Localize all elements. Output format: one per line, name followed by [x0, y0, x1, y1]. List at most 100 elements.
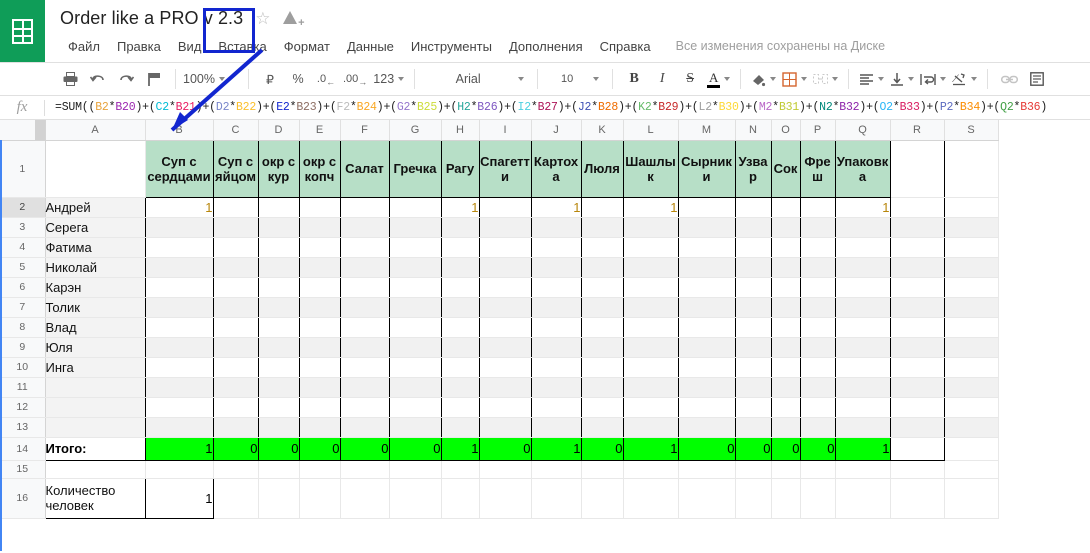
order-cell-E2[interactable] [298, 197, 341, 218]
order-cell-I7[interactable] [478, 297, 532, 318]
sheets-logo-icon[interactable] [0, 0, 45, 62]
order-cell-H5[interactable] [440, 257, 480, 278]
order-cell-H2[interactable]: 1 [440, 197, 480, 218]
total-cell-D14[interactable]: 0 [257, 436, 300, 461]
order-cell-H6[interactable] [440, 277, 480, 298]
increase-decimal-button[interactable]: .00 → [343, 73, 368, 87]
order-cell-P13[interactable] [799, 417, 836, 438]
menu-insert[interactable]: Вставка [218, 38, 267, 54]
cell-A12[interactable] [45, 397, 146, 418]
person-name-4[interactable]: Фатима [45, 237, 146, 258]
cell-R7[interactable] [889, 297, 945, 318]
total-cell-G14[interactable]: 0 [388, 436, 442, 461]
order-cell-C4[interactable] [212, 237, 259, 258]
order-cell-J5[interactable] [530, 257, 582, 278]
order-cell-D4[interactable] [257, 237, 300, 258]
person-name-8[interactable]: Влад [45, 317, 146, 338]
row-header-6[interactable]: 6 [0, 277, 46, 298]
column-header-F[interactable]: F [340, 120, 390, 141]
cell-S16[interactable] [944, 478, 999, 519]
order-cell-M5[interactable] [677, 257, 736, 278]
cell-J15[interactable] [531, 460, 582, 479]
cell-S6[interactable] [944, 277, 999, 298]
order-cell-K13[interactable] [580, 417, 624, 438]
column-header-K[interactable]: K [581, 120, 624, 141]
font-family-selector[interactable]: Arial [422, 67, 514, 91]
text-color-button[interactable]: A [707, 67, 731, 91]
row-header-4[interactable]: 4 [0, 237, 46, 258]
total-cell-Q14[interactable]: 1 [834, 436, 891, 461]
order-cell-D8[interactable] [257, 317, 300, 338]
order-cell-L7[interactable] [622, 297, 679, 318]
order-cell-B3[interactable] [144, 217, 214, 238]
currency-format-button[interactable]: ₽ [259, 67, 281, 91]
row-header-5[interactable]: 5 [0, 257, 46, 278]
column-header-S[interactable]: S [944, 120, 999, 141]
order-cell-M9[interactable] [677, 337, 736, 358]
table-row[interactable]: 15 [0, 460, 999, 479]
order-cell-P10[interactable] [799, 357, 836, 378]
order-cell-D12[interactable] [257, 397, 300, 418]
dish-header-B1[interactable]: Суп с сердцами [144, 139, 214, 198]
cell-R13[interactable] [889, 417, 945, 438]
order-cell-G13[interactable] [388, 417, 442, 438]
insert-comment-icon[interactable] [1026, 67, 1048, 91]
font-size-selector[interactable]: 10 [545, 67, 589, 91]
order-cell-B8[interactable] [144, 317, 214, 338]
table-row[interactable]: 13 [0, 417, 999, 438]
strikethrough-button[interactable]: S [679, 67, 701, 91]
table-row[interactable]: 7 Толик [0, 297, 999, 318]
order-cell-E13[interactable] [298, 417, 341, 438]
cell-R11[interactable] [889, 377, 945, 398]
total-cell-N14[interactable]: 0 [734, 436, 772, 461]
order-cell-D13[interactable] [257, 417, 300, 438]
order-cell-Q11[interactable] [834, 377, 891, 398]
order-cell-M4[interactable] [677, 237, 736, 258]
cell-R5[interactable] [889, 257, 945, 278]
cell-A11[interactable] [45, 377, 146, 398]
cell-R12[interactable] [889, 397, 945, 418]
order-cell-M11[interactable] [677, 377, 736, 398]
cell-M16[interactable] [678, 478, 736, 519]
order-cell-L3[interactable] [622, 217, 679, 238]
order-cell-E7[interactable] [298, 297, 341, 318]
order-cell-H10[interactable] [440, 357, 480, 378]
order-cell-C13[interactable] [212, 417, 259, 438]
percent-format-button[interactable]: % [287, 67, 309, 91]
order-cell-P4[interactable] [799, 237, 836, 258]
table-row[interactable]: 11 [0, 377, 999, 398]
person-name-10[interactable]: Инга [45, 357, 146, 378]
cell-R9[interactable] [889, 337, 945, 358]
order-cell-C11[interactable] [212, 377, 259, 398]
cell-I16[interactable] [479, 478, 532, 519]
order-cell-M2[interactable] [677, 197, 736, 218]
order-cell-K3[interactable] [580, 217, 624, 238]
order-cell-L6[interactable] [622, 277, 679, 298]
column-header-R[interactable]: R [890, 120, 945, 141]
menu-addons[interactable]: Дополнения [508, 38, 583, 54]
order-cell-P7[interactable] [799, 297, 836, 318]
order-cell-G8[interactable] [388, 317, 442, 338]
order-cell-C9[interactable] [212, 337, 259, 358]
total-cell-H14[interactable]: 1 [440, 436, 480, 461]
people-count-label[interactable]: Количество человек [44, 477, 146, 519]
menu-help[interactable]: Справка [599, 38, 651, 54]
table-row[interactable]: 9 Юля [0, 337, 999, 358]
order-cell-O9[interactable] [770, 337, 801, 358]
order-cell-F4[interactable] [339, 237, 390, 258]
row-header-10[interactable]: 10 [0, 357, 46, 378]
column-header-I[interactable]: I [479, 120, 532, 141]
dish-header-I1[interactable]: Спагетти [478, 139, 532, 198]
order-cell-I13[interactable] [478, 417, 532, 438]
order-cell-F6[interactable] [339, 277, 390, 298]
cell-S8[interactable] [944, 317, 999, 338]
order-cell-P6[interactable] [799, 277, 836, 298]
column-header-M[interactable]: M [678, 120, 736, 141]
order-cell-B2[interactable]: 1 [144, 197, 214, 218]
cell-S15[interactable] [944, 460, 999, 479]
order-cell-E4[interactable] [298, 237, 341, 258]
order-cell-D9[interactable] [257, 337, 300, 358]
column-header-P[interactable]: P [800, 120, 836, 141]
row-header-1[interactable]: 1 [0, 140, 46, 198]
cell-S9[interactable] [944, 337, 999, 358]
